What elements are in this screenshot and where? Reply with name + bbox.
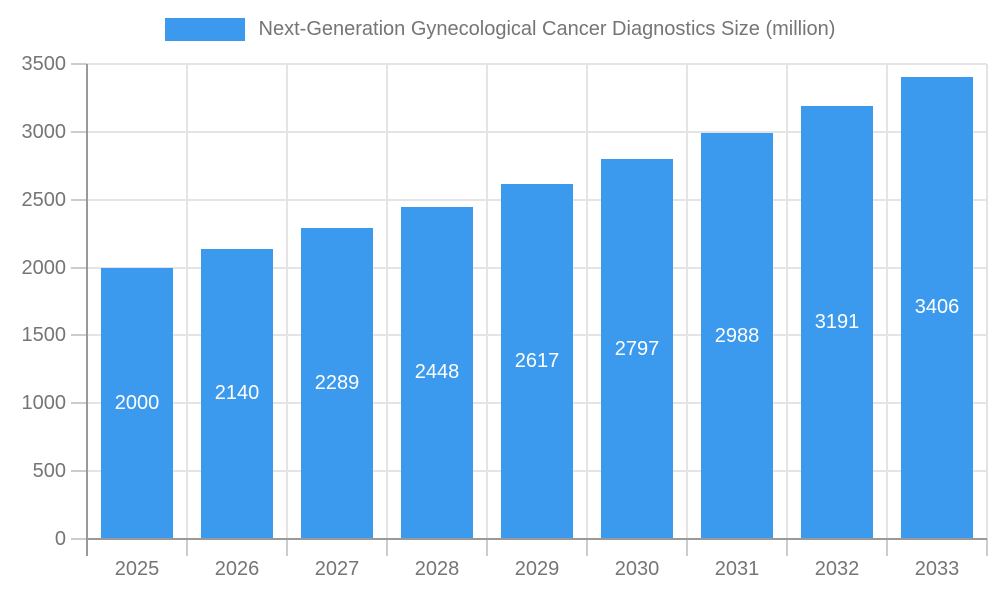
bar-2025[interactable]: 2000 (101, 267, 173, 539)
x-axis-label: 2025 (114, 558, 160, 580)
bar-value-label: 2617 (514, 349, 560, 372)
x-gridline (686, 64, 688, 539)
bar-value-label: 2797 (614, 337, 660, 360)
x-axis-line (86, 538, 987, 540)
bar-2029[interactable]: 2617 (501, 183, 573, 539)
y-axis-label: 3000 (21, 120, 67, 143)
y-axis-label: 0 (54, 528, 66, 550)
bar-value-label: 2000 (114, 391, 160, 414)
x-axis-tick (886, 539, 888, 556)
y-axis-tick (71, 334, 87, 337)
x-axis-tick (286, 539, 288, 556)
x-gridline (486, 64, 488, 539)
x-axis-label: 2029 (514, 558, 560, 580)
y-axis-tick (71, 130, 87, 133)
bar-value-label: 3406 (914, 296, 960, 319)
x-gridline (286, 64, 288, 539)
x-gridline (886, 64, 888, 539)
y-axis-label: 1000 (21, 392, 67, 415)
legend-label: Next-Generation Gynecological Cancer Dia… (258, 17, 836, 40)
bar-value-label: 2988 (714, 324, 760, 347)
x-axis-tick (586, 539, 588, 556)
bar-2026[interactable]: 2140 (201, 248, 273, 539)
bar-value-label: 2448 (414, 361, 460, 384)
bar-2033[interactable]: 3406 (901, 76, 973, 539)
y-axis-tick (71, 198, 87, 201)
y-axis-tick (71, 266, 87, 269)
bar-value-label: 2140 (214, 382, 260, 405)
x-axis-label: 2028 (414, 558, 460, 580)
bar-2028[interactable]: 2448 (401, 206, 473, 539)
y-axis-tick (71, 470, 87, 473)
bar-value-label: 3191 (814, 310, 860, 333)
x-gridline (986, 64, 988, 539)
x-axis-label: 2032 (814, 558, 860, 580)
y-gridline (87, 130, 987, 133)
x-axis-tick (386, 539, 388, 556)
x-gridline (186, 64, 188, 539)
x-axis-label: 2026 (214, 558, 260, 580)
x-axis-label: 2033 (914, 558, 960, 580)
x-axis-label: 2031 (714, 558, 760, 580)
x-axis-label: 2030 (614, 558, 660, 580)
bar-2031[interactable]: 2988 (701, 133, 773, 539)
bar-2027[interactable]: 2289 (301, 228, 373, 539)
x-gridline (386, 64, 388, 539)
y-axis-line (86, 64, 88, 556)
y-axis-tick (71, 63, 87, 65)
y-axis-label: 1500 (21, 324, 67, 347)
y-axis-label: 2500 (21, 188, 67, 211)
x-gridline (586, 64, 588, 539)
y-gridline (87, 63, 987, 65)
legend-item[interactable]: Next-Generation Gynecological Cancer Dia… (0, 14, 1000, 44)
y-axis-tick (71, 538, 87, 540)
y-axis-label: 500 (32, 460, 66, 483)
x-axis-tick (786, 539, 788, 556)
x-axis-tick (186, 539, 188, 556)
legend-swatch (164, 17, 245, 41)
x-gridline (786, 64, 788, 539)
bar-2032[interactable]: 3191 (801, 105, 873, 539)
x-axis-tick (986, 539, 988, 556)
x-axis-label: 2027 (314, 558, 360, 580)
bar-value-label: 2289 (314, 372, 360, 395)
bar-2030[interactable]: 2797 (601, 159, 673, 539)
x-axis-tick (486, 539, 488, 556)
y-axis-label: 2000 (21, 256, 67, 279)
y-axis-tick (71, 402, 87, 405)
x-axis-tick (686, 539, 688, 556)
y-axis-label: 3500 (21, 53, 67, 75)
